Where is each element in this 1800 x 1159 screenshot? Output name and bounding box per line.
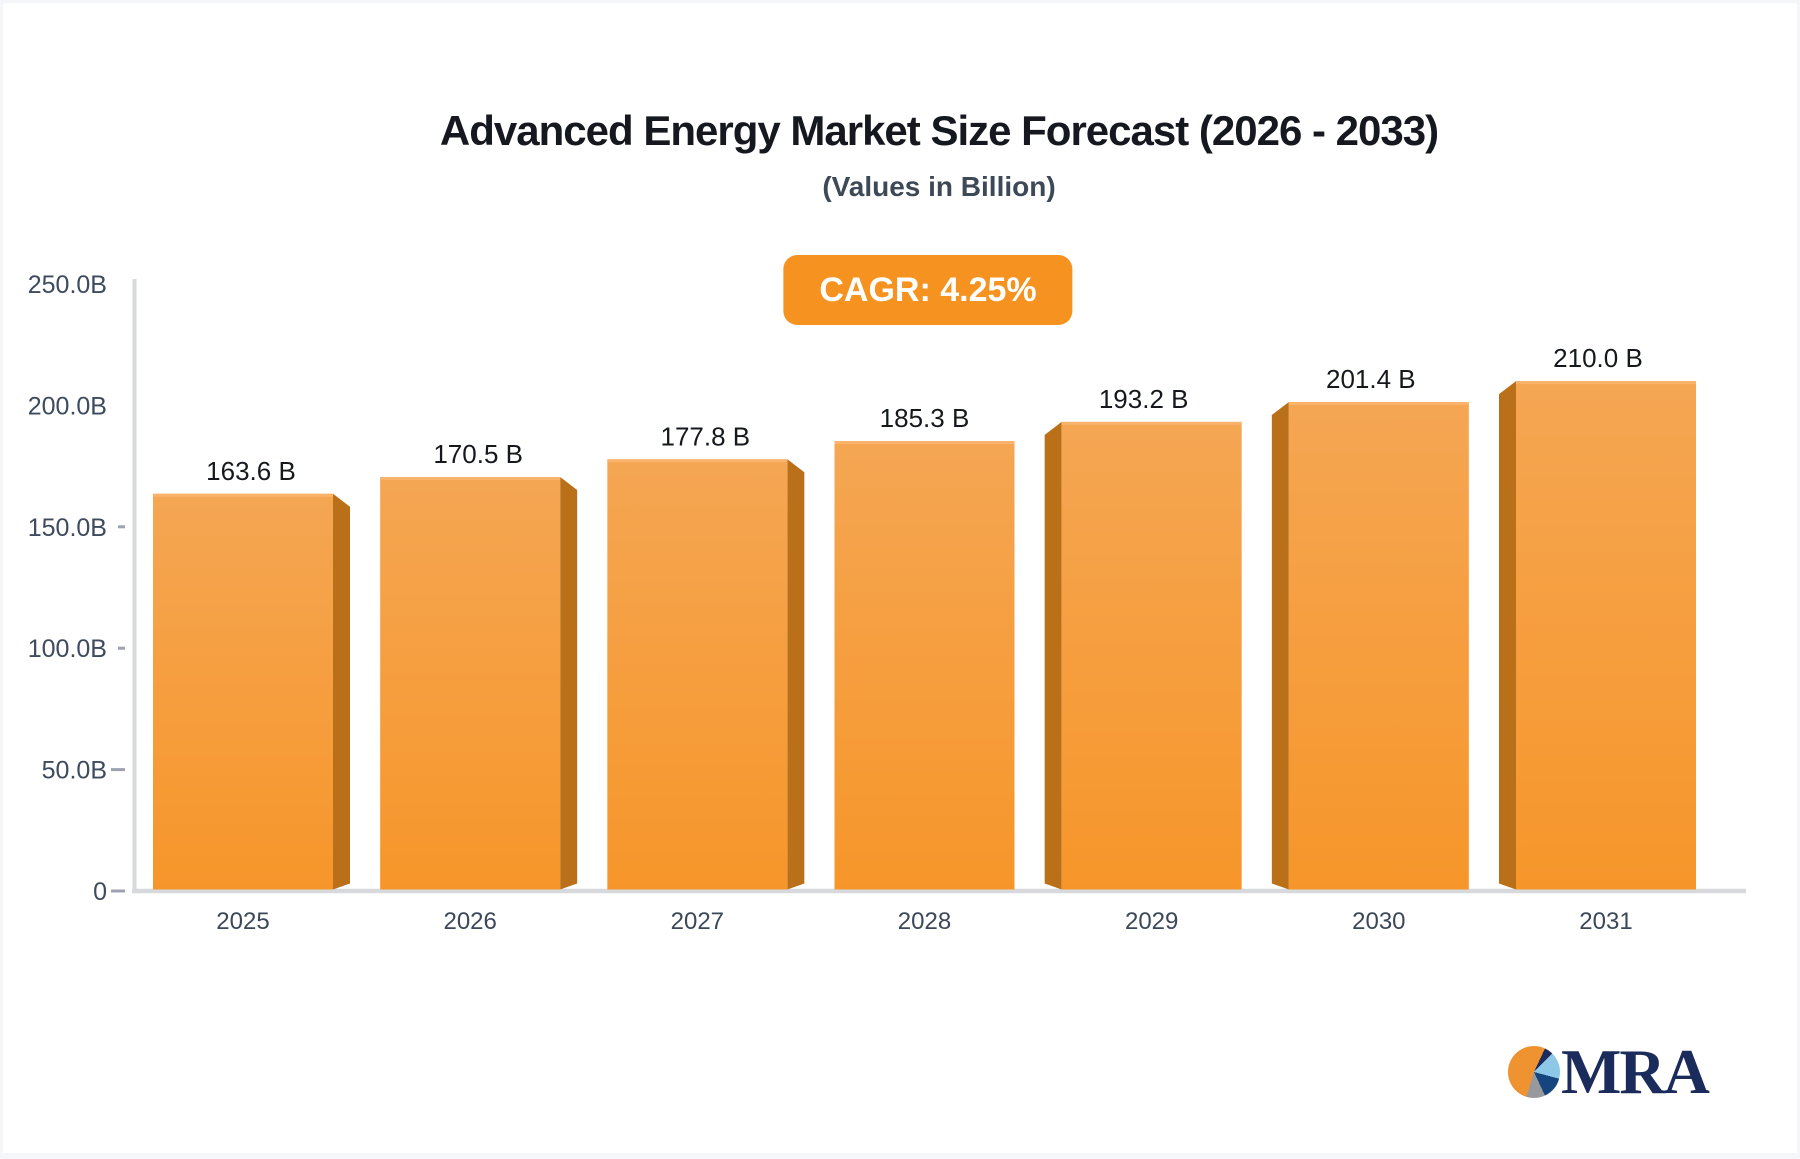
pie-chart-logo-icon (1508, 1046, 1560, 1098)
bar-value-label: 193.2 B (1099, 384, 1189, 414)
bar-2025[interactable] (153, 493, 350, 890)
bar-value-label: 163.6 B (206, 456, 296, 486)
y-tick-label: 200.0B (28, 392, 107, 420)
cagr-badge: CAGR: 4.25% (783, 255, 1073, 325)
bar-side-face (333, 493, 350, 890)
bar-front-face (1061, 421, 1242, 890)
y-tick-label: 150.0B (28, 514, 107, 542)
y-tick-label: 250.0B (28, 271, 107, 299)
chart-title: Advanced Energy Market Size Forecast (20… (439, 107, 1439, 154)
bar-value-label: 177.8 B (661, 421, 751, 451)
bar-side-face (787, 459, 805, 890)
mra-logo: MRA (1508, 1036, 1710, 1107)
logo-text: MRA (1561, 1036, 1710, 1107)
y-tick-label: 100.0B (28, 635, 107, 663)
bar-front-face (1516, 381, 1697, 890)
bar-2029[interactable] (1044, 421, 1242, 890)
chart-card: Advanced Energy Market Size Forecast (20… (3, 3, 1797, 1153)
axes: 250.0B 200.0B 150.0B 100.0B 50.0B 0 (28, 271, 1746, 906)
y-tick-label: 0 (93, 878, 107, 906)
bar-side-face (560, 477, 578, 890)
bar-chart: 250.0B 200.0B 150.0B 100.0B 50.0B 0 163.6 B 20… (28, 271, 1746, 935)
chart-subtitle: (Values in Billion) (822, 171, 1056, 202)
bar-2026[interactable] (380, 477, 578, 890)
x-tick-label: 2026 (443, 908, 496, 935)
bar-side-face (1499, 381, 1517, 890)
bar-2028[interactable] (834, 441, 1015, 890)
bar-2027[interactable] (607, 459, 805, 890)
bar-side-face (1271, 402, 1289, 890)
bars: 163.6 B 2025 170.5 B 2026 177.8 B 2027 185.3 B… (153, 343, 1697, 935)
bar-2030[interactable] (1271, 402, 1469, 890)
bar-2031[interactable] (1499, 381, 1697, 890)
bar-value-label: 201.4 B (1326, 364, 1416, 394)
x-tick-label: 2031 (1579, 908, 1632, 935)
x-tick-label: 2029 (1125, 908, 1178, 935)
x-tick-label: 2025 (216, 908, 269, 935)
bar-front-face (153, 493, 333, 890)
bar-front-face (380, 477, 561, 890)
bar-side-face (1044, 421, 1062, 890)
bar-front-face (834, 441, 1015, 890)
x-tick-label: 2028 (898, 908, 951, 935)
bar-value-label: 210.0 B (1553, 343, 1643, 373)
bar-front-face (607, 459, 788, 890)
x-tick-label: 2027 (671, 908, 724, 935)
y-tick-label: 50.0B (42, 757, 107, 785)
bar-value-label: 185.3 B (880, 403, 970, 433)
x-tick-label: 2030 (1352, 908, 1405, 935)
bar-front-face (1288, 402, 1469, 890)
bar-value-label: 170.5 B (433, 439, 523, 469)
